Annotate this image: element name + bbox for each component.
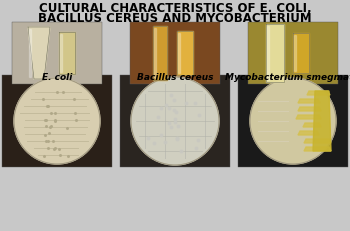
Polygon shape: [266, 25, 284, 83]
Polygon shape: [296, 116, 321, 119]
Polygon shape: [294, 36, 296, 72]
Polygon shape: [154, 29, 156, 79]
Bar: [12, 23, 102, 85]
Circle shape: [250, 79, 336, 164]
Polygon shape: [304, 139, 331, 143]
Polygon shape: [28, 28, 50, 80]
Bar: [120, 76, 230, 167]
Polygon shape: [267, 27, 269, 81]
Polygon shape: [303, 123, 321, 128]
Circle shape: [131, 78, 219, 165]
Polygon shape: [313, 92, 331, 151]
Polygon shape: [293, 34, 309, 74]
Polygon shape: [29, 30, 31, 78]
Text: BACILLUS CEREUS AND MYCOBACTERIUM: BACILLUS CEREUS AND MYCOBACTERIUM: [38, 12, 312, 25]
Text: CULTURAL CHARACTERISTICS OF E. COLI,: CULTURAL CHARACTERISTICS OF E. COLI,: [39, 1, 311, 14]
Bar: [238, 76, 348, 167]
Bar: [2, 76, 112, 167]
Polygon shape: [298, 100, 320, 103]
Polygon shape: [178, 34, 180, 74]
Circle shape: [14, 79, 100, 164]
Polygon shape: [60, 35, 62, 73]
Polygon shape: [304, 147, 331, 151]
Text: Mycobacterium smegmatis: Mycobacterium smegmatis: [225, 72, 350, 81]
Polygon shape: [59, 33, 75, 75]
Polygon shape: [307, 92, 330, 96]
Polygon shape: [298, 108, 321, 112]
Bar: [248, 23, 338, 85]
Bar: [130, 23, 220, 85]
Polygon shape: [153, 27, 167, 81]
Polygon shape: [298, 131, 319, 135]
Polygon shape: [177, 32, 193, 76]
Text: E. coli: E. coli: [42, 72, 72, 81]
Text: Bacillus cereus: Bacillus cereus: [137, 72, 213, 81]
